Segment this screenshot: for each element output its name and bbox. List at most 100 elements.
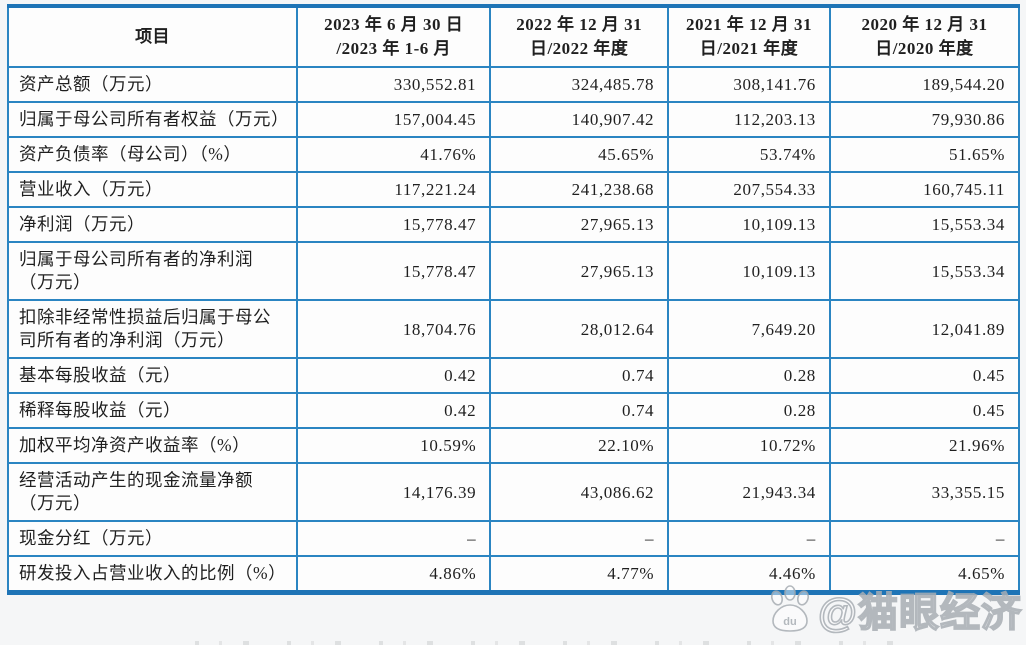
value-cell: 15,553.34 xyxy=(828,206,1021,243)
table-row: 扣除非经常性损益后归属于母公司所有者的净利润（万元） 18,704.76 28,01… xyxy=(6,299,1021,359)
value-cell: – xyxy=(828,520,1021,557)
value-cell: 0.74 xyxy=(489,392,670,429)
value-cell: 117,221.24 xyxy=(296,171,492,208)
value-cell: 0.42 xyxy=(296,392,492,429)
row-label: 营业收入（万元） xyxy=(6,171,299,208)
value-cell: 15,553.34 xyxy=(828,241,1021,301)
row-label: 加权平均净资产收益率（%） xyxy=(6,427,299,464)
row-label: 稀释每股收益（元） xyxy=(6,392,299,429)
column-header-line2: /2023 年 1-6 月 xyxy=(336,39,451,58)
column-header-line2: 日/2022 年度 xyxy=(529,39,629,58)
value-cell: 14,176.39 xyxy=(296,462,492,522)
table-row: 加权平均净资产收益率（%） 10.59% 22.10% 10.72% 21.96% xyxy=(6,427,1021,464)
value-cell: 0.45 xyxy=(828,392,1021,429)
value-cell: 324,485.78 xyxy=(489,66,670,103)
column-header-2020: 2020 年 12 月 31 日/2020 年度 xyxy=(828,5,1021,68)
value-cell: 12,041.89 xyxy=(828,299,1021,359)
table-row: 基本每股收益（元） 0.42 0.74 0.28 0.45 xyxy=(6,357,1021,394)
column-header-line2: 日/2020 年度 xyxy=(875,39,974,58)
column-header-2022: 2022 年 12 月 31 日/2022 年度 xyxy=(489,5,670,68)
table-row: 净利润（万元） 15,778.47 27,965.13 10,109.13 15,553… xyxy=(6,206,1021,243)
value-cell: 51.65% xyxy=(828,136,1021,173)
financial-summary-table: 项目 2023 年 6 月 30 日 /2023 年 1-6 月 2022 年 … xyxy=(6,4,1021,595)
table-header: 项目 2023 年 6 月 30 日 /2023 年 1-6 月 2022 年 … xyxy=(6,5,1021,68)
row-label: 归属于母公司所有者权益（万元） xyxy=(6,101,299,138)
value-cell: 0.74 xyxy=(489,357,670,394)
value-cell: 10.59% xyxy=(296,427,492,464)
value-cell: 112,203.13 xyxy=(667,101,831,138)
value-cell: 27,965.13 xyxy=(489,206,670,243)
column-header-line2: 日/2021 年度 xyxy=(699,39,799,58)
value-cell: 4.86% xyxy=(296,555,492,594)
value-cell: 27,965.13 xyxy=(489,241,670,301)
financial-summary-table-wrap: 项目 2023 年 6 月 30 日 /2023 年 1-6 月 2022 年 … xyxy=(6,4,1021,595)
table-row: 现金分红（万元） – – – – xyxy=(6,520,1021,557)
table-row: 资产总额（万元） 330,552.81 324,485.78 308,141.76 18… xyxy=(6,66,1021,103)
column-header-line1: 2021 年 12 月 31 xyxy=(686,15,813,34)
row-label: 基本每股收益（元） xyxy=(6,357,299,394)
value-cell: 10,109.13 xyxy=(667,241,831,301)
table-row: 稀释每股收益（元） 0.42 0.74 0.28 0.45 xyxy=(6,392,1021,429)
table-row: 归属于母公司所有者的净利润（万元） 15,778.47 27,965.13 10,10… xyxy=(6,241,1021,301)
value-cell: 4.65% xyxy=(828,555,1021,594)
row-label: 经营活动产生的现金流量净额（万元） xyxy=(6,462,299,522)
table-row: 经营活动产生的现金流量净额（万元） 14,176.39 43,086.62 21,94… xyxy=(6,462,1021,522)
value-cell: 33,355.15 xyxy=(828,462,1021,522)
row-label: 现金分红（万元） xyxy=(6,520,299,557)
value-cell: 241,238.68 xyxy=(489,171,670,208)
row-label: 归属于母公司所有者的净利润（万元） xyxy=(6,241,299,301)
value-cell: 43,086.62 xyxy=(489,462,670,522)
value-cell: 45.65% xyxy=(489,136,670,173)
value-cell: 207,554.33 xyxy=(667,171,831,208)
column-header-line1: 2023 年 6 月 30 日 xyxy=(324,15,464,34)
value-cell: 41.76% xyxy=(296,136,492,173)
value-cell: 22.10% xyxy=(489,427,670,464)
value-cell: 4.46% xyxy=(667,555,831,594)
column-header-line1: 2020 年 12 月 31 xyxy=(861,15,988,34)
row-label: 净利润（万元） xyxy=(6,206,299,243)
value-cell: 21.96% xyxy=(828,427,1021,464)
value-cell: 189,544.20 xyxy=(828,66,1021,103)
value-cell: 15,778.47 xyxy=(296,241,492,301)
value-cell: 10,109.13 xyxy=(667,206,831,243)
column-header-line1: 2022 年 12 月 31 xyxy=(516,15,643,34)
table-row: 资产负债率（母公司）（%） 41.76% 45.65% 53.74% 51.65% xyxy=(6,136,1021,173)
value-cell: 21,943.34 xyxy=(667,462,831,522)
header-row: 项目 2023 年 6 月 30 日 /2023 年 1-6 月 2022 年 … xyxy=(6,5,1021,68)
value-cell: – xyxy=(296,520,492,557)
column-header-2021: 2021 年 12 月 31 日/2021 年度 xyxy=(667,5,831,68)
table-row: 研发投入占营业收入的比例（%） 4.86% 4.77% 4.46% 4.65% xyxy=(6,555,1021,594)
value-cell: 0.42 xyxy=(296,357,492,394)
value-cell: 157,004.45 xyxy=(296,101,492,138)
value-cell: – xyxy=(489,520,670,557)
value-cell: 18,704.76 xyxy=(296,299,492,359)
value-cell: 28,012.64 xyxy=(489,299,670,359)
value-cell: 4.77% xyxy=(489,555,670,594)
value-cell: 15,778.47 xyxy=(296,206,492,243)
value-cell: 7,649.20 xyxy=(667,299,831,359)
table-row: 归属于母公司所有者权益（万元） 157,004.45 140,907.42 112,2… xyxy=(6,101,1021,138)
paw-badge-label: du xyxy=(783,616,796,628)
table-row: 营业收入（万元） 117,221.24 241,238.68 207,554.33 16… xyxy=(6,171,1021,208)
value-cell: 140,907.42 xyxy=(489,101,670,138)
value-cell: 79,930.86 xyxy=(828,101,1021,138)
row-label: 资产负债率（母公司）（%） xyxy=(6,136,299,173)
value-cell: 0.28 xyxy=(667,357,831,394)
value-cell: 0.28 xyxy=(667,392,831,429)
value-cell: 0.45 xyxy=(828,357,1021,394)
value-cell: 160,745.11 xyxy=(828,171,1021,208)
value-cell: 308,141.76 xyxy=(667,66,831,103)
column-header-item: 项目 xyxy=(6,5,299,68)
cutoff-text-remnant xyxy=(185,641,915,645)
row-label: 扣除非经常性损益后归属于母公司所有者的净利润（万元） xyxy=(6,299,299,359)
column-header-line1: 项目 xyxy=(135,27,171,46)
row-label: 研发投入占营业收入的比例（%） xyxy=(6,555,299,594)
value-cell: 10.72% xyxy=(667,427,831,464)
value-cell: 53.74% xyxy=(667,136,831,173)
value-cell: 330,552.81 xyxy=(296,66,492,103)
row-label: 资产总额（万元） xyxy=(6,66,299,103)
table-body: 资产总额（万元） 330,552.81 324,485.78 308,141.76 18… xyxy=(6,66,1021,594)
value-cell: – xyxy=(667,520,831,557)
column-header-2023: 2023 年 6 月 30 日 /2023 年 1-6 月 xyxy=(296,5,492,68)
